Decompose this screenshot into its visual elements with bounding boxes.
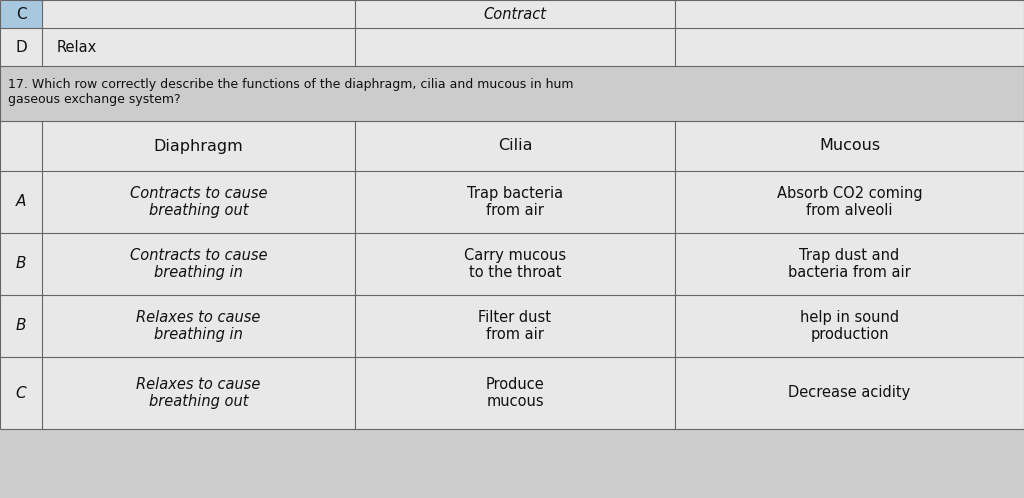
Bar: [0, 295, 1024, 357]
Text: 17. Which row correctly describe the functions of the diaphragm, cilia and mucou: 17. Which row correctly describe the fun…: [8, 78, 573, 106]
Bar: [0, 0, 42, 28]
Text: Relax: Relax: [57, 39, 97, 54]
Text: Contracts to cause
breathing out: Contracts to cause breathing out: [130, 186, 267, 218]
Bar: [0, 28, 1024, 66]
Text: B: B: [15, 319, 27, 334]
Text: C: C: [15, 385, 27, 400]
Text: A: A: [15, 195, 27, 210]
Bar: [42, 0, 1024, 28]
Text: help in sound
production: help in sound production: [800, 310, 899, 342]
Text: Absorb CO2 coming
from alveoli: Absorb CO2 coming from alveoli: [776, 186, 923, 218]
Bar: [0, 233, 1024, 295]
Text: B: B: [15, 256, 27, 271]
Text: Diaphragm: Diaphragm: [154, 138, 244, 153]
Text: Trap bacteria
from air: Trap bacteria from air: [467, 186, 563, 218]
Text: D: D: [15, 39, 27, 54]
Text: Carry mucous
to the throat: Carry mucous to the throat: [464, 248, 566, 280]
Text: Cilia: Cilia: [498, 138, 532, 153]
Text: Filter dust
from air: Filter dust from air: [478, 310, 552, 342]
Text: Relaxes to cause
breathing out: Relaxes to cause breathing out: [136, 377, 261, 409]
Text: Relaxes to cause
breathing in: Relaxes to cause breathing in: [136, 310, 261, 342]
Text: Produce
mucous: Produce mucous: [485, 377, 545, 409]
Text: C: C: [15, 6, 27, 21]
Bar: [0, 357, 1024, 429]
Text: Decrease acidity: Decrease acidity: [788, 385, 910, 400]
Text: Contract: Contract: [483, 6, 547, 21]
Text: Mucous: Mucous: [819, 138, 880, 153]
Bar: [0, 171, 1024, 233]
Text: Contracts to cause
breathing in: Contracts to cause breathing in: [130, 248, 267, 280]
Bar: [0, 66, 1024, 121]
Text: Trap dust and
bacteria from air: Trap dust and bacteria from air: [788, 248, 911, 280]
Bar: [0, 121, 1024, 171]
